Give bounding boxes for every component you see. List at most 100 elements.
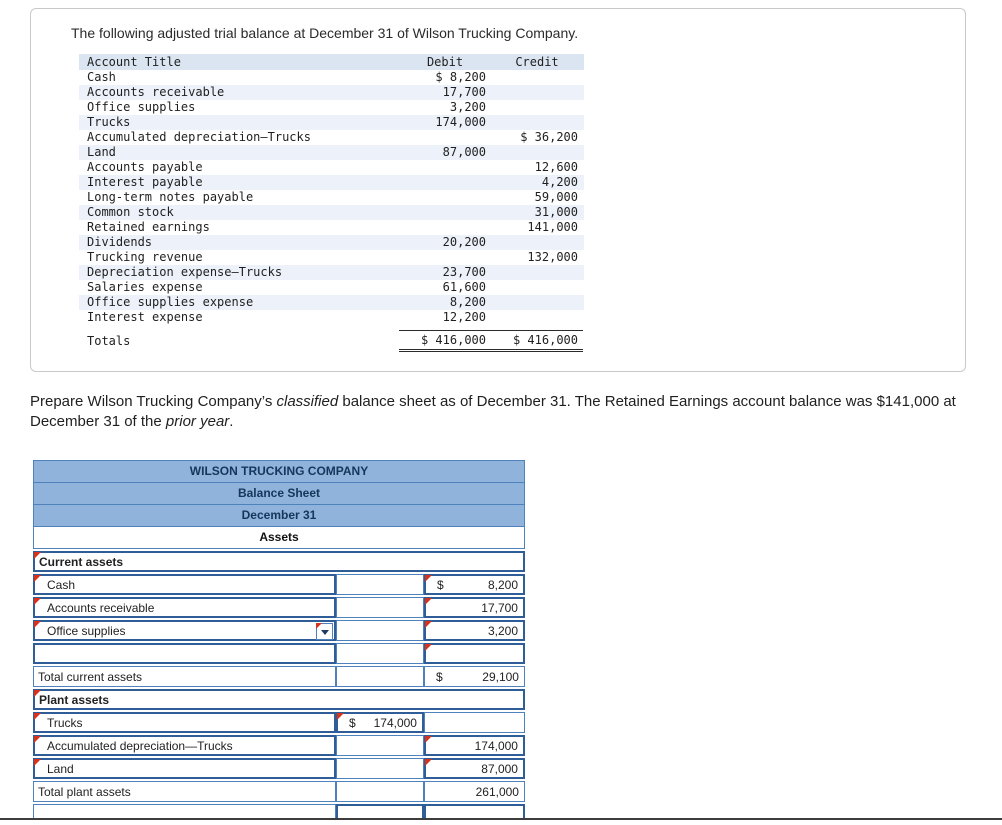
account-label-cell[interactable]: Trucks <box>33 712 336 733</box>
cell-text: Total current assets <box>38 669 143 684</box>
worksheet-row: Cash $8,200 <box>33 574 525 595</box>
answer-marker-icon <box>34 759 41 766</box>
amount-cell[interactable]: $29,100 <box>424 666 525 687</box>
tb-credit-cell: 4,200 <box>541 175 578 189</box>
trial-balance-row: Accounts receivable 17,700 <box>79 85 584 100</box>
tb-credit-cell <box>491 85 583 100</box>
trial-balance-row: Land 87,000 <box>79 145 584 160</box>
cell-text: Accounts receivable <box>47 600 155 615</box>
amount-cell[interactable]: 87,000 <box>424 758 525 779</box>
section-header-cell[interactable]: Current assets <box>33 551 525 572</box>
tb-account-cell: Long-term notes payable <box>87 190 254 204</box>
tb-credit-cell: 132,000 <box>527 250 578 264</box>
tb-credit-cell <box>491 115 583 130</box>
tb-debit-cell <box>399 220 491 235</box>
amount-cell <box>336 574 424 595</box>
cell-text: $ <box>437 577 444 592</box>
trial-balance-row: Trucking revenue 132,000 <box>79 250 584 265</box>
amount-input-cell[interactable] <box>336 804 424 818</box>
tb-debit-cell: $ 8,200 <box>435 70 486 84</box>
worksheet-row: Accounts receivable 17,700 <box>33 597 525 618</box>
amount-cell[interactable]: 3,200 <box>424 620 525 641</box>
cell-text: Accumulated depreciation—Trucks <box>47 738 233 753</box>
amount-input-cell[interactable] <box>424 804 525 818</box>
tb-account-cell: Retained earnings <box>87 220 210 234</box>
instruction-part: . <box>229 412 234 430</box>
cell-text: Plant assets <box>39 692 110 707</box>
worksheet-row: Office supplies 3,200 <box>33 620 525 641</box>
trial-balance-header-row: Account Title Debit Credit <box>79 54 584 70</box>
cell-text: Total plant assets <box>38 784 131 799</box>
answer-marker-icon <box>425 736 432 743</box>
tb-debit-cell: 20,200 <box>442 235 486 249</box>
trial-balance-row: Cash $ 8,200 <box>79 70 584 85</box>
answer-marker-icon <box>34 736 41 743</box>
answer-marker-icon <box>34 598 41 605</box>
answer-marker-icon <box>34 575 41 582</box>
amount-cell[interactable] <box>424 643 525 664</box>
tb-account-cell: Cash <box>87 70 116 84</box>
account-label-cell[interactable]: Accounts receivable <box>33 597 336 618</box>
instruction-part: balance sheet as of December 31. The Ret… <box>30 393 956 430</box>
tb-debit-cell: 8,200 <box>449 295 486 309</box>
account-label-cell[interactable]: Office supplies <box>33 620 336 641</box>
statement-title-header: Balance Sheet <box>33 482 525 505</box>
amount-cell[interactable]: 261,000 <box>424 781 525 802</box>
cell-text: 17,700 <box>481 600 518 615</box>
tb-account-cell: Depreciation expense–Trucks <box>87 265 283 279</box>
account-label-cell[interactable] <box>33 643 336 664</box>
section-header-cell[interactable]: Plant assets <box>33 689 525 710</box>
worksheet-rows: Current assets Cash $8,200 Accounts receiva… <box>33 551 525 818</box>
tb-account-cell: Trucks <box>87 115 131 129</box>
amount-cell <box>336 597 424 618</box>
amount-cell[interactable]: 17,700 <box>424 597 525 618</box>
tb-account-cell: Trucking revenue <box>87 250 203 264</box>
tb-debit-cell: 87,000 <box>442 145 486 159</box>
worksheet-row <box>33 643 525 664</box>
tb-credit-cell <box>491 295 583 310</box>
account-label-cell[interactable]: Accumulated depreciation—Trucks <box>33 735 336 756</box>
amount-cell <box>424 712 525 733</box>
amount-cell[interactable]: $8,200 <box>424 574 525 595</box>
tb-credit-cell <box>491 70 583 85</box>
cell-text: Land <box>47 761 74 776</box>
account-label-cell[interactable]: Cash <box>33 574 336 595</box>
worksheet-row: Accumulated depreciation—Trucks 174,000 <box>33 735 525 756</box>
answer-marker-icon <box>425 598 432 605</box>
tb-account-cell: Accumulated depreciation–Trucks <box>87 130 311 144</box>
tb-credit-cell <box>491 280 583 295</box>
trial-balance-table: Account Title Debit Credit Cash $ 8,200 Ac… <box>79 54 584 352</box>
chevron-down-icon <box>321 630 329 635</box>
answer-marker-icon <box>316 623 322 629</box>
trial-balance-row: Depreciation expense–Trucks 23,700 <box>79 265 584 280</box>
trial-balance-row: Common stock 31,000 <box>79 205 584 220</box>
account-label-cell[interactable]: Land <box>33 758 336 779</box>
tb-debit-cell <box>399 190 491 205</box>
worksheet-row: Total plant assets 261,000 <box>33 781 525 802</box>
amount-cell <box>336 643 424 664</box>
tb-account-cell: Office supplies <box>87 100 196 114</box>
total-label-cell: Total current assets <box>33 666 336 687</box>
worksheet-row: Current assets <box>33 551 525 572</box>
dropdown-button[interactable] <box>316 623 333 640</box>
trial-balance-panel: The following adjusted trial balance at … <box>30 8 966 372</box>
tb-credit-cell <box>491 265 583 280</box>
tb-debit-cell <box>399 205 491 220</box>
bottom-divider <box>0 818 1002 820</box>
amount-cell <box>336 735 424 756</box>
account-label-cell[interactable] <box>33 804 336 818</box>
trial-balance-row: Dividends 20,200 <box>79 235 584 250</box>
amount-cell[interactable]: 174,000 <box>424 735 525 756</box>
worksheet-row <box>33 804 525 818</box>
cell-text: 174,000 <box>373 715 417 730</box>
header-account-title: Account Title <box>87 55 181 69</box>
amount-cell[interactable]: $174,000 <box>336 712 424 733</box>
totals-credit: $ 416,000 <box>512 333 578 347</box>
totals-amounts: $ 416,000 $ 416,000 <box>399 330 583 352</box>
amount-cell <box>336 620 424 641</box>
trial-balance-row: Trucks 174,000 <box>79 115 584 130</box>
amount-cell <box>336 781 424 802</box>
balance-sheet-worksheet: WILSON TRUCKING COMPANY Balance Sheet De… <box>33 460 525 818</box>
cell-text: Cash <box>47 577 76 592</box>
answer-marker-icon <box>425 759 432 766</box>
